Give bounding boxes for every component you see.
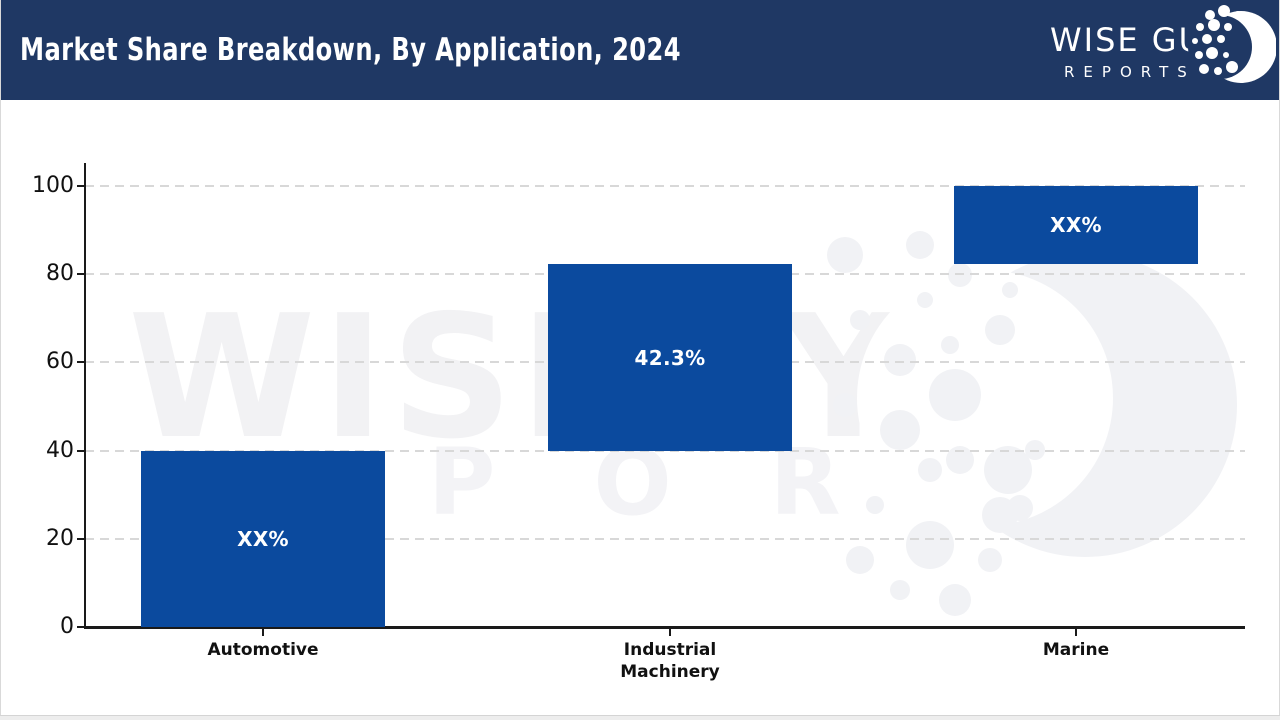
y-axis-tick-label-80: 80	[46, 261, 74, 286]
x-axis-label-line: Marine	[1042, 640, 1110, 660]
logo-head-icon	[1188, 5, 1276, 83]
bottom-strip	[0, 715, 1280, 720]
gridline-y-20	[85, 538, 1245, 540]
y-tick-mark-60	[77, 361, 84, 363]
x-axis-label-marine: Marine	[926, 639, 1226, 661]
x-tick-mark-automotive	[262, 629, 264, 636]
y-tick-mark-40	[77, 450, 84, 452]
bar-segment-automotive: XX%	[141, 451, 385, 627]
watermark-face-profile	[857, 253, 1237, 557]
y-axis-tick-label-100: 100	[32, 173, 74, 198]
y-axis-tick-label-40: 40	[46, 438, 74, 463]
x-axis-label-line: Machinery	[620, 662, 720, 682]
wiseguy-logo: WISE GUY REPORTS	[1050, 5, 1276, 83]
x-tick-mark-industrial-machinery	[669, 629, 671, 636]
gridline-y-100	[85, 185, 1245, 187]
y-tick-mark-80	[77, 273, 84, 275]
page-title: Market Share Breakdown, By Application, …	[20, 32, 681, 68]
x-axis-line	[84, 626, 1245, 629]
x-axis-label-line: Industrial	[623, 640, 717, 660]
y-tick-mark-100	[77, 185, 84, 187]
bar-value-label-marine: XX%	[1050, 213, 1102, 237]
watermark-dots	[827, 231, 1052, 616]
bar-value-label-automotive: XX%	[237, 527, 289, 551]
gridline-y-40	[85, 450, 1245, 452]
y-tick-mark-0	[77, 626, 84, 628]
y-tick-mark-20	[77, 538, 84, 540]
y-axis-tick-label-0: 0	[60, 614, 74, 639]
y-axis-tick-label-60: 60	[46, 349, 74, 374]
logo-reports-text: REPORTS	[1064, 63, 1196, 81]
header-bar: Market Share Breakdown, By Application, …	[0, 0, 1280, 100]
y-axis-line	[84, 163, 86, 628]
x-tick-mark-marine	[1075, 629, 1077, 636]
bar-segment-industrial-machinery: 42.3%	[548, 264, 792, 451]
x-axis-label-industrial-machinery: Industrial Machinery	[520, 639, 820, 683]
x-axis-label-line: Automotive	[207, 640, 319, 660]
bar-value-label-industrial-machinery: 42.3%	[634, 345, 706, 370]
bar-segment-marine: XX%	[954, 186, 1198, 264]
y-axis-tick-label-20: 20	[46, 526, 74, 551]
x-axis-label-automotive: Automotive	[113, 639, 413, 661]
